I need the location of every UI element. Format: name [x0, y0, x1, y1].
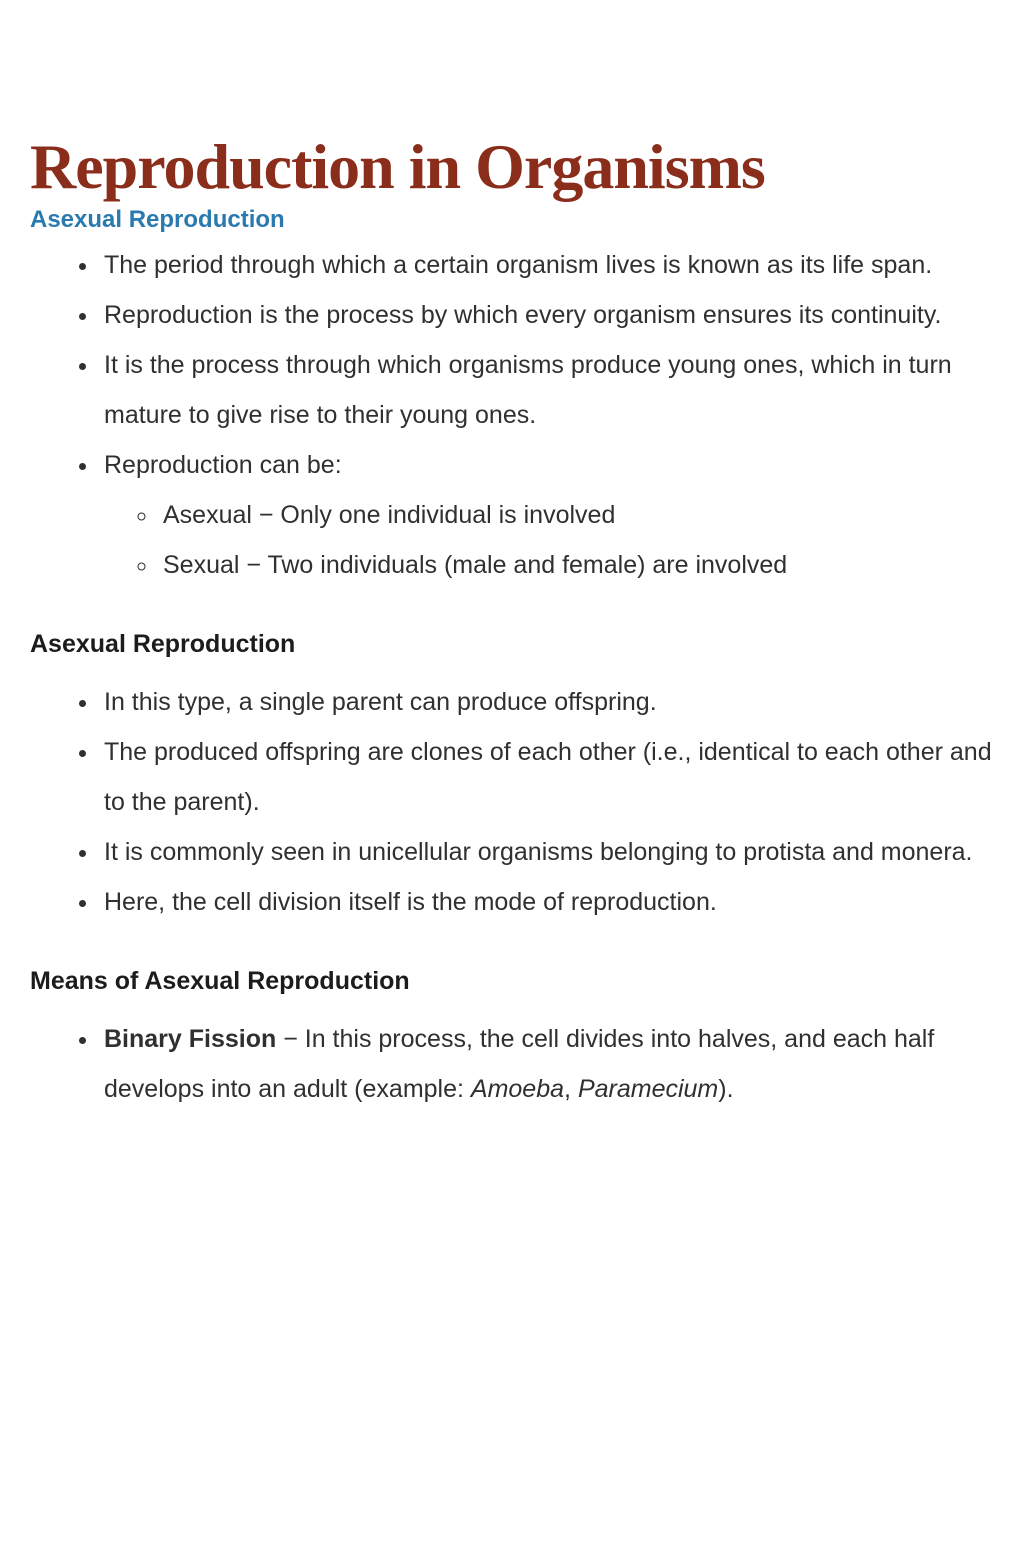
list-item: Sexual − Two individuals (male and femal…	[159, 540, 994, 590]
list-item-text: ).	[718, 1075, 733, 1103]
page-title: Reproduction in Organisms	[30, 130, 994, 204]
binary-fission-term: Binary Fission	[104, 1025, 276, 1053]
asexual-list: In this type, a single parent can produc…	[30, 677, 994, 927]
example-paramecium: Paramecium	[578, 1075, 718, 1103]
section-heading-means: Means of Asexual Reproduction	[30, 967, 994, 996]
list-item: Here, the cell division itself is the mo…	[100, 877, 994, 927]
list-item: The produced offspring are clones of eac…	[100, 727, 994, 827]
list-item: It is commonly seen in unicellular organ…	[100, 827, 994, 877]
example-amoeba: Amoeba	[471, 1075, 564, 1103]
intro-list: The period through which a certain organ…	[30, 240, 994, 590]
list-item: It is the process through which organism…	[100, 340, 994, 440]
list-item: Binary Fission − In this process, the ce…	[100, 1014, 994, 1114]
intro-sublist: Asexual − Only one individual is involve…	[104, 490, 994, 590]
section-heading-asexual: Asexual Reproduction	[30, 630, 994, 659]
means-list: Binary Fission − In this process, the ce…	[30, 1014, 994, 1114]
page-subtitle: Asexual Reproduction	[30, 206, 994, 234]
list-item-text: ,	[564, 1075, 578, 1103]
list-item-text: Reproduction can be:	[104, 451, 342, 479]
list-item: The period through which a certain organ…	[100, 240, 994, 290]
list-item: Reproduction is the process by which eve…	[100, 290, 994, 340]
list-item: Asexual − Only one individual is involve…	[159, 490, 994, 540]
list-item: Reproduction can be: Asexual − Only one …	[100, 440, 994, 590]
list-item: In this type, a single parent can produc…	[100, 677, 994, 727]
